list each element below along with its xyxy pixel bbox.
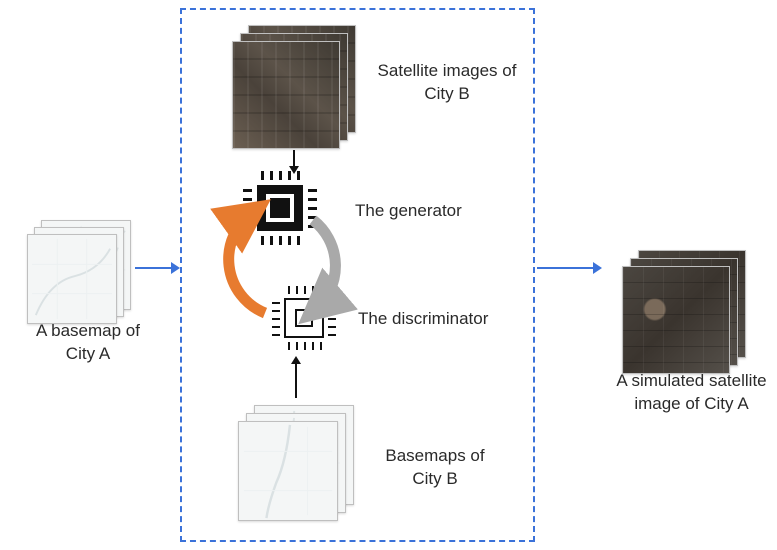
basemaps-city-b-label-l2: City B [412, 469, 457, 488]
basemap-city-a-label-l1: A basemap of [36, 321, 140, 340]
cycle-arrows-icon [205, 178, 365, 348]
generator-label: The generator [355, 200, 505, 223]
satellite-city-b-label: Satellite images of City B [362, 60, 532, 106]
basemap-city-a-label: A basemap of City A [18, 320, 158, 366]
simulated-city-a-label-l1: A simulated satellite [616, 371, 766, 390]
basemap-city-a-stack [27, 220, 131, 324]
discriminator-label: The discriminator [358, 308, 528, 331]
simulated-city-a-label-l2: image of City A [634, 394, 748, 413]
basemap-city-a-label-l2: City A [66, 344, 110, 363]
basemaps-city-b-label-l1: Basemaps of [385, 446, 484, 465]
satellite-city-b-stack [232, 25, 356, 149]
satellite-city-b-label-l1: Satellite images of [378, 61, 517, 80]
basemaps-city-b-label: Basemaps of City B [365, 445, 505, 491]
simulated-city-a-label: A simulated satellite image of City A [604, 370, 777, 416]
basemaps-city-b-stack [238, 405, 354, 521]
satellite-city-b-label-l2: City B [424, 84, 469, 103]
simulated-city-a-stack [622, 250, 746, 374]
